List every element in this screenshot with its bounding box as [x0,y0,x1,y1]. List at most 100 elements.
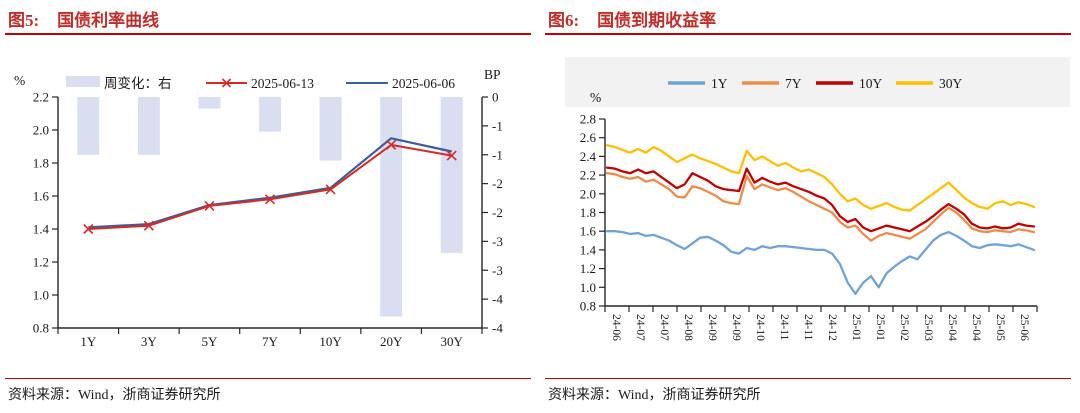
x-axis-tick-label: 24-11 [778,314,790,341]
figure-5-title: 图5: 国债利率曲线 [8,6,159,31]
y-axis-tick-label: 0.8 [580,299,596,314]
x-axis-tick-label: 24-07 [658,314,670,341]
legend-label-10Y: 10Y [859,76,883,91]
figure-5-name: 国债利率曲线 [57,11,160,30]
y-axis-unit-label: % [590,90,601,105]
x-marker [83,223,94,235]
x-axis-category-label: 20Y [380,334,403,349]
series-line-10Y [605,166,1036,233]
x-axis-tick-label: 24-06 [610,314,622,341]
x-marker [446,150,457,161]
figure-6-title-rule [545,33,1071,35]
right-axis-tick-label: -1 [492,147,503,162]
left-axis-tick-label: 1.6 [33,189,50,204]
figure-6-footer-rule [545,378,1071,379]
left-axis-tick-label: 1.0 [33,288,49,303]
right-axis-unit-label: BP [484,67,501,82]
right-axis-tick-label: -2 [492,176,503,191]
series-line-30Y [605,144,1036,212]
legend-label-30Y: 30Y [939,76,963,91]
x-axis-tick-label: 25-05 [994,314,1006,341]
x-axis-tick-label: 24-12 [826,314,838,341]
legend-label-0613: 2025-06-13 [251,76,314,91]
figure-6-source-note: 资料来源：Wind，浙商证券研究所 [548,388,761,403]
x-axis-tick-label: 25-01 [874,314,886,341]
figure-5-label: 图5: [8,11,40,30]
weekly-change-bar [380,97,403,317]
x-axis-category-label: 1Y [80,334,97,349]
weekly-change-bar [259,97,281,132]
x-axis-tick-label: 25-04 [946,314,958,341]
legend-bar-swatch [66,76,100,87]
right-axis-tick-label: -3 [492,234,503,249]
weekly-change-bar [77,97,100,155]
x-axis-tick-label: 24-09 [706,314,718,341]
x-axis-tick-label: 24-09 [730,314,742,341]
series-line-7Y [605,172,1036,242]
y-axis-tick-label: 1.4 [580,242,597,257]
y-axis-tick-label: 1.6 [580,224,597,239]
legend-label-1Y: 1Y [711,76,728,91]
y-axis-tick-label: 2.4 [580,149,597,164]
x-marker [264,194,276,205]
figure-6-name: 国债到期收益率 [597,11,717,30]
x-axis-tick-label: 24-07 [634,314,646,341]
figure-5-source-note: 资料来源：Wind，浙商证券研究所 [8,388,221,403]
legend-label-7Y: 7Y [785,76,802,91]
weekly-change-bar [440,97,463,253]
left-axis-tick-label: 0.8 [33,321,49,336]
weekly-change-bar [319,97,342,161]
legend-bar-label: 周变化：右 [104,76,172,91]
weekly-change-bar [137,97,160,155]
x-axis-tick-label: 25-03 [922,314,934,341]
figure-5: 图5: 国债利率曲线 周变化：右 2025-06-13 2025-06-06% BP 2.… [5,6,531,403]
x-axis-category-label: 5Y [201,334,218,349]
x-axis-category-label: 7Y [262,334,279,349]
left-axis-tick-label: 2.0 [33,123,49,138]
right-axis-tick-label: -3 [492,263,503,278]
right-axis-tick-label: -2 [492,205,503,220]
x-axis-tick-label: 24-08 [682,314,694,341]
x-marker [143,220,154,231]
left-axis-unit-label: % [14,73,25,88]
x-axis-tick-label: 25-01 [850,314,862,341]
legend-x-marker [221,78,232,88]
x-axis-tick-label: 24-10 [754,314,766,341]
y-axis-tick-label: 2.2 [580,168,596,183]
left-axis-tick-label: 1.8 [33,156,49,171]
x-axis-category-label: 3Y [141,334,158,349]
y-axis-tick-label: 1.0 [580,280,596,295]
right-axis-tick-label: -4 [492,292,503,307]
right-axis-tick-label: 0 [492,90,499,105]
x-axis-tick-label: 24-11 [802,314,814,341]
figure-5-footer-rule [5,378,531,379]
x-marker [386,139,397,150]
figure-6-label: 图6: [548,11,580,30]
series-line-2025-06-06 [88,137,452,229]
figure-5-title-rule [5,33,531,35]
x-marker [325,184,336,195]
left-axis-tick-label: 1.4 [33,222,50,237]
figure-6: 图6: 国债到期收益率 1Y 7Y 10Y 30Y% 2.8 2.6 2.4 2.2 2.0 1.8… [540,0,1080,413]
figure-6-title: 图6: 国债到期收益率 [548,6,716,31]
y-axis-tick-label: 2.6 [580,130,597,145]
left-axis-tick-label: 2.2 [33,90,49,105]
right-axis-tick-label: -4 [492,321,503,336]
x-axis-tick-label: 25-04 [970,314,982,341]
right-axis-tick-label: -1 [492,118,503,133]
weekly-change-bar [198,97,221,109]
x-axis-tick-label: 25-02 [898,314,910,341]
yield-curve-chart: 周变化：右 2025-06-13 2025-06-06% BP 2.2 2.0 1.8 1.6… [14,67,503,349]
left-axis-tick-label: 1.2 [33,255,49,270]
x-axis-category-label: 30Y [441,334,464,349]
y-axis-tick-label: 2.0 [580,186,596,201]
y-axis-tick-label: 1.2 [580,261,596,276]
x-axis-tick-label: 25-06 [1018,314,1030,341]
legend-label-0606: 2025-06-06 [392,76,455,91]
yield-to-maturity-chart: 1Y 7Y 10Y 30Y% 2.8 2.6 2.4 2.2 2.0 1.8 1.6 1.4 1.2 1.… [565,57,1070,341]
y-axis-tick-label: 1.8 [580,205,596,220]
series-line-1Y [605,230,1036,295]
x-marker [204,200,215,211]
y-axis-tick-label: 2.8 [580,112,596,127]
